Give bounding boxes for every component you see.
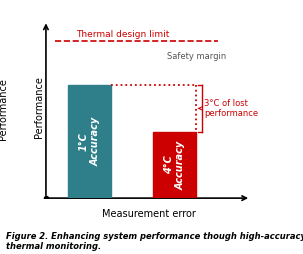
Text: Measurement error: Measurement error — [102, 209, 195, 219]
Text: Safety margin: Safety margin — [167, 52, 226, 61]
Text: 4°C
Accuracy: 4°C Accuracy — [164, 140, 185, 190]
Bar — [153, 132, 196, 198]
Bar — [68, 85, 112, 198]
Text: 1°C
Accuracy: 1°C Accuracy — [79, 117, 100, 166]
Text: Thermal design limit: Thermal design limit — [76, 30, 169, 39]
Text: Figure 2. Enhancing system performance though high-accuracy
thermal monitoring.: Figure 2. Enhancing system performance t… — [6, 232, 303, 251]
Text: 3°C of lost
performance: 3°C of lost performance — [204, 99, 258, 118]
Text: Performance: Performance — [0, 78, 8, 140]
Text: Performance: Performance — [34, 76, 45, 138]
